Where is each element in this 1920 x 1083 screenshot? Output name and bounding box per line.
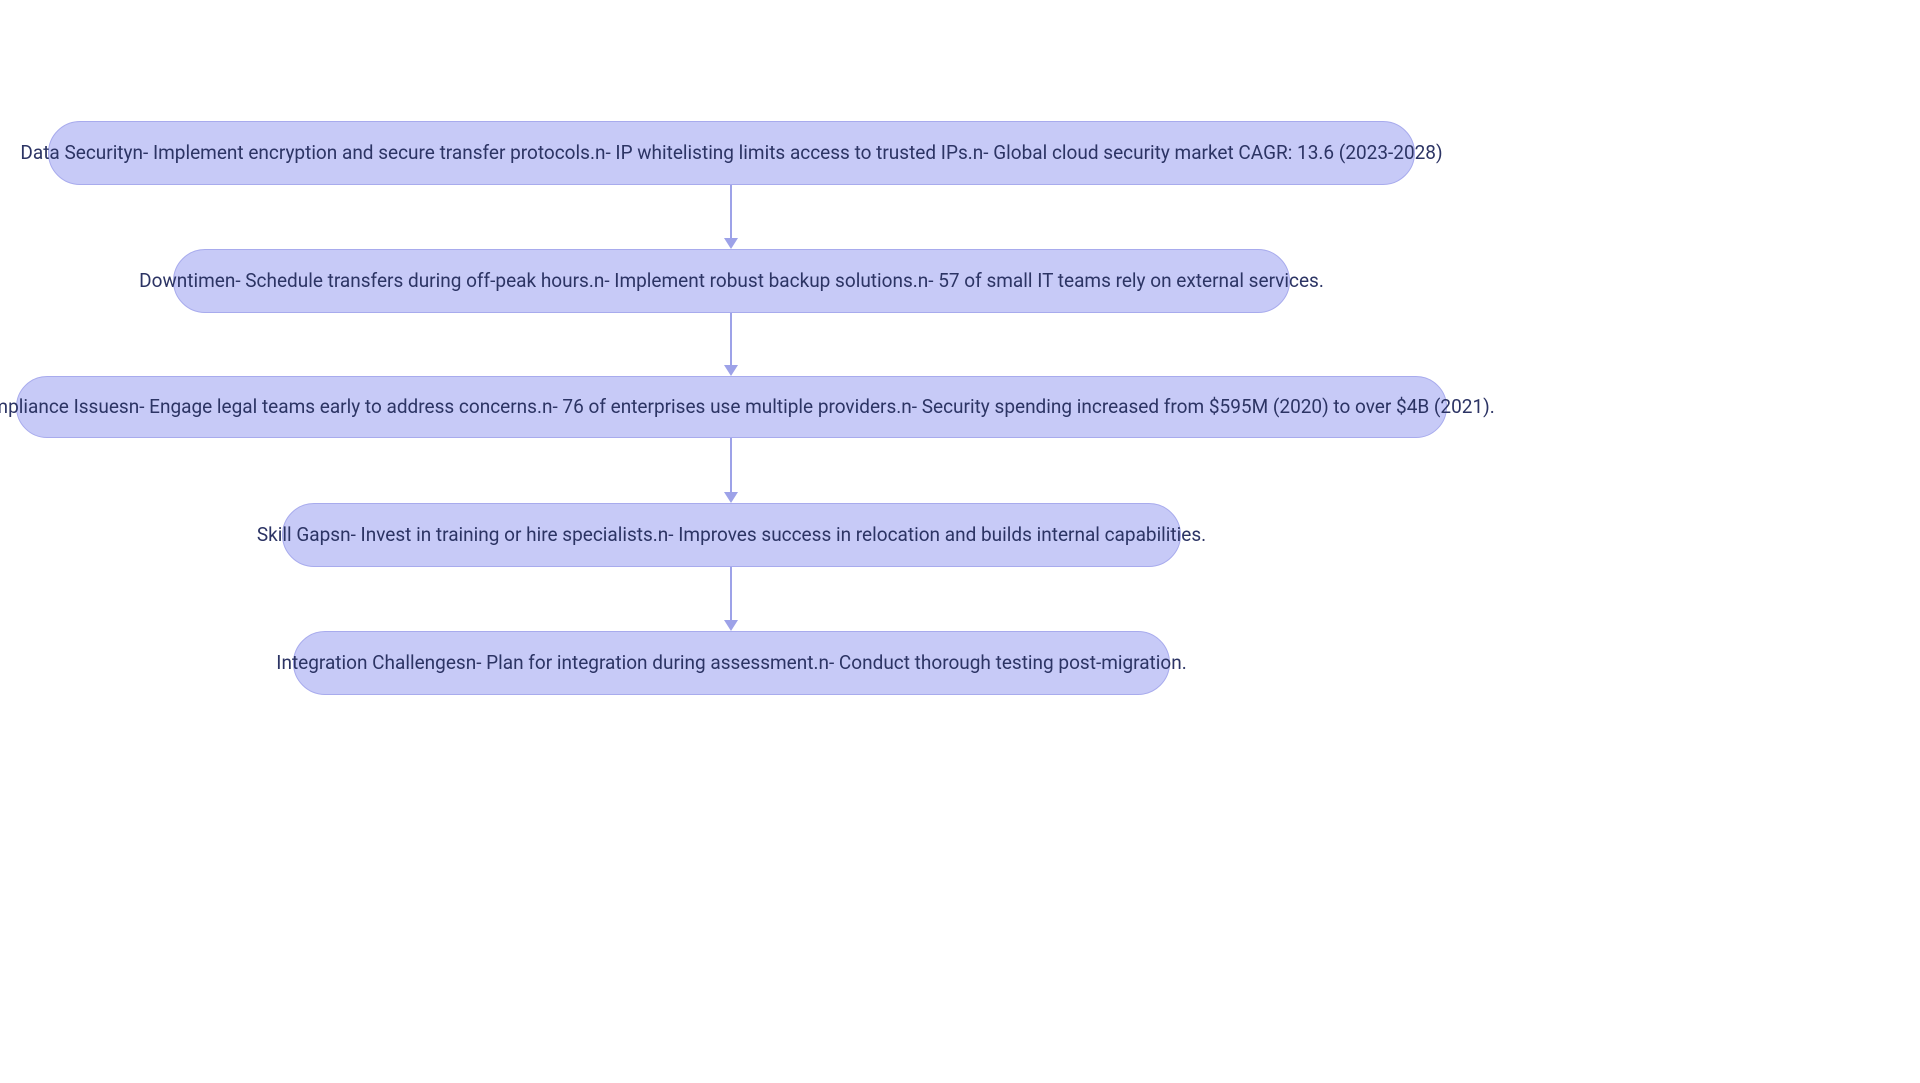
chevron-down-icon [724,620,738,631]
arrow-line [730,567,732,620]
node-text: Compliance Issuesn- Engage legal teams e… [0,395,1495,420]
flowchart-container: Data Securityn- Implement encryption and… [0,0,1920,1083]
node-data-security: Data Securityn- Implement encryption and… [48,121,1415,185]
node-skill-gaps: Skill Gapsn- Invest in training or hire … [282,503,1181,567]
chevron-down-icon [724,238,738,249]
node-text: Data Securityn- Implement encryption and… [20,141,1442,166]
arrow-line [730,438,732,492]
arrow-line [730,313,732,365]
node-compliance: Compliance Issuesn- Engage legal teams e… [16,376,1447,438]
node-text: Integration Challengesn- Plan for integr… [276,651,1186,676]
node-downtime: Downtimen- Schedule transfers during off… [173,249,1290,313]
chevron-down-icon [724,365,738,376]
chevron-down-icon [724,492,738,503]
node-text: Skill Gapsn- Invest in training or hire … [257,523,1206,548]
arrow-line [730,185,732,238]
node-text: Downtimen- Schedule transfers during off… [139,269,1324,294]
node-integration: Integration Challengesn- Plan for integr… [293,631,1170,695]
